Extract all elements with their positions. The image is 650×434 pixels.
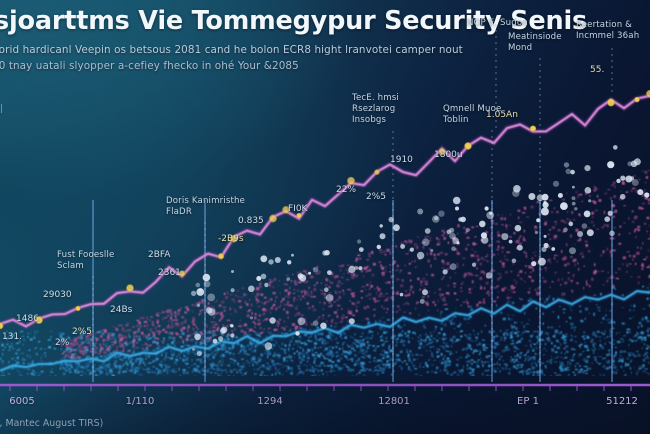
x-axis-tick-label: 51212	[606, 396, 638, 407]
value-label: 1910	[390, 155, 413, 165]
scatter-noise-cloud	[0, 169, 650, 376]
x-axis-tick-label: 1294	[257, 396, 283, 407]
subtitle-line-2: 00 tnay uatali slyopper a-cefiey fhecko …	[0, 60, 299, 72]
value-label: 24Bs	[110, 305, 133, 315]
value-label: 2%5	[366, 192, 387, 202]
x-axis-tick-label: 12801	[378, 396, 410, 407]
value-label: 29030	[43, 290, 72, 300]
series-pink-line	[0, 94, 650, 328]
value-label: -2B9s	[218, 234, 244, 244]
anno-a: Fust Fooeslle Sclam	[57, 250, 115, 272]
left-edge-fragment: |	[0, 104, 4, 114]
subtitle-line-1: norid hardicanl Veepin os betsous 2081 c…	[0, 44, 463, 56]
value-label: 1800u	[434, 150, 463, 160]
anno-e: NOP E. Sudon	[467, 18, 528, 28]
x-axis-tick-label: EP 1	[517, 396, 539, 407]
value-label: 1.05An	[486, 110, 518, 120]
series-pink-line-shadow	[0, 93, 650, 329]
value-label: FI0K	[288, 204, 308, 214]
chart-caption: y, Mantec August TIRS)	[0, 418, 104, 429]
value-label: 2361	[158, 268, 181, 278]
anno-c: TecE. hmsi Rsezlarog Insobgs	[352, 93, 399, 126]
anno-b: Doris Kanimristhe FlaDR	[166, 196, 246, 218]
page-title: sjoarttms Vie Tommegypur Security Senis	[0, 6, 587, 36]
anno-f: Meatinsiode Mond	[508, 32, 562, 54]
value-label: 131.	[2, 332, 23, 342]
x-axis-tick-label: 1/110	[125, 396, 155, 407]
anno-g: Reertation & Incmmel 36ah	[576, 20, 640, 42]
x-axis-tick-label: 6005	[9, 396, 35, 407]
value-label: 22%	[336, 185, 357, 195]
value-label: 1486	[16, 314, 39, 324]
value-label: 2BFA	[148, 250, 171, 260]
value-label: 0.835	[238, 216, 264, 226]
value-label: 2%	[55, 338, 70, 348]
value-label: 2%5	[72, 327, 93, 337]
value-label: 55.	[590, 65, 605, 75]
